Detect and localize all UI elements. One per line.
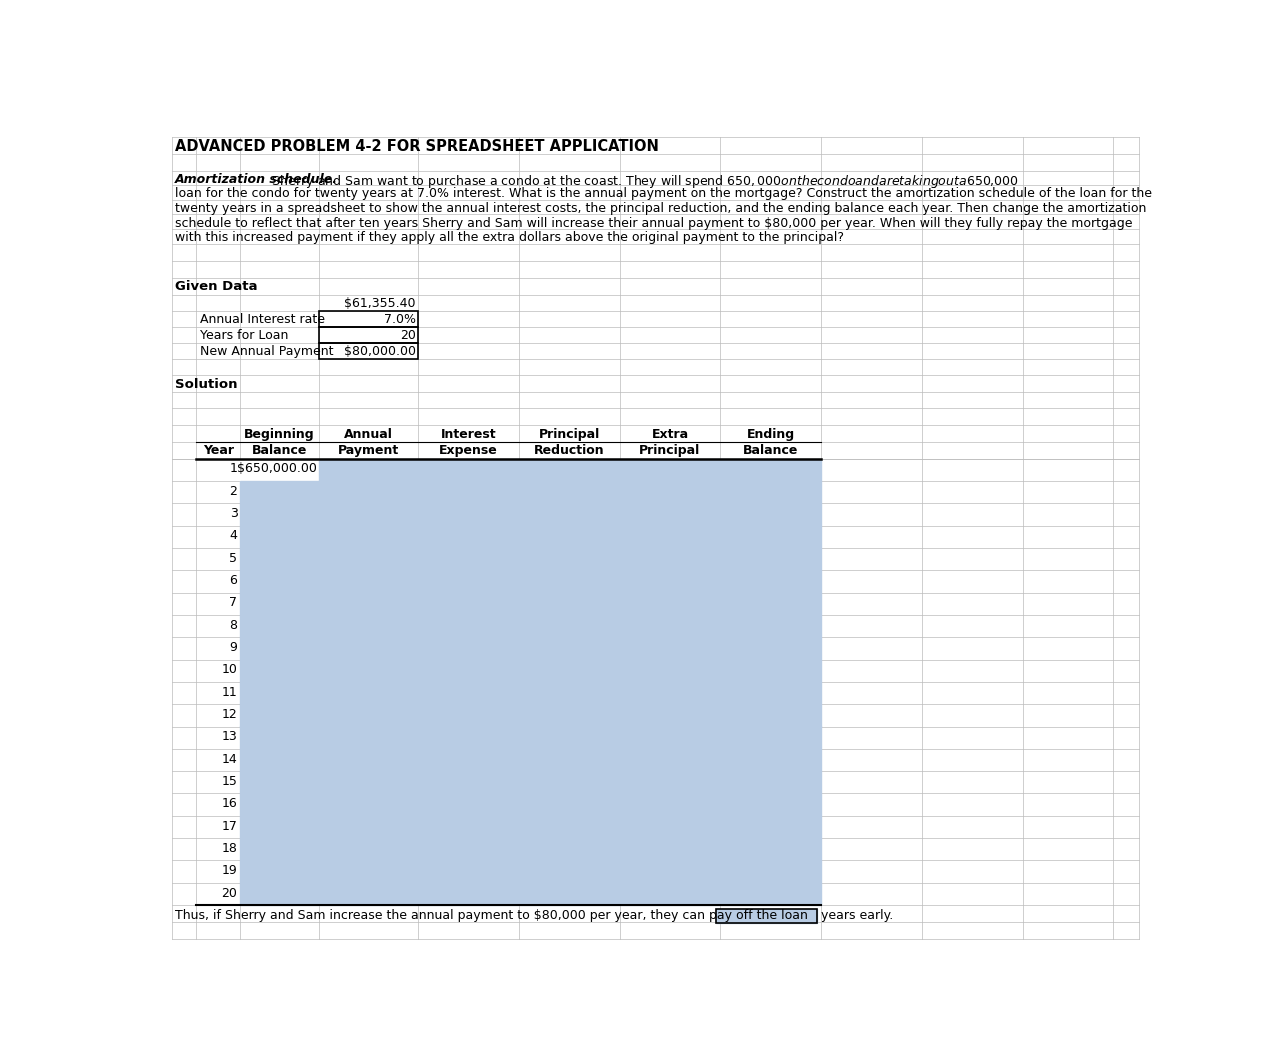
Text: Extra: Extra — [652, 428, 689, 441]
Bar — [239, 816, 820, 838]
Bar — [239, 615, 820, 637]
Text: Balance: Balance — [252, 444, 307, 457]
Bar — [717, 909, 817, 923]
Text: 13: 13 — [221, 731, 238, 743]
Text: 5: 5 — [229, 552, 238, 565]
Text: Annual Interest rate: Annual Interest rate — [200, 313, 325, 326]
Bar — [239, 660, 820, 682]
Text: Sherry and Sam want to purchase a condo at the coast. They will spend $650,000 o: Sherry and Sam want to purchase a condo … — [264, 173, 1019, 190]
Text: New Annual Payment: New Annual Payment — [200, 345, 333, 358]
Text: 15: 15 — [221, 775, 238, 788]
Bar — [239, 883, 820, 905]
Text: with this increased payment if they apply all the extra dollars above the origin: with this increased payment if they appl… — [175, 232, 844, 244]
Text: $61,355.40: $61,355.40 — [344, 297, 416, 310]
Text: Amortization schedule.: Amortization schedule. — [175, 173, 338, 186]
Text: 9: 9 — [229, 641, 238, 654]
Text: loan for the condo for twenty years at 7.0% interest. What is the annual payment: loan for the condo for twenty years at 7… — [175, 188, 1152, 201]
Text: Thus, if Sherry and Sam increase the annual payment to $80,000 per year, they ca: Thus, if Sherry and Sam increase the ann… — [175, 909, 808, 922]
Text: schedule to reflect that after ten years Sherry and Sam will increase their annu: schedule to reflect that after ten years… — [175, 217, 1133, 229]
Text: 4: 4 — [229, 529, 238, 543]
Bar — [239, 726, 820, 749]
Text: 19: 19 — [221, 864, 238, 877]
Bar — [239, 503, 820, 526]
Text: Years for Loan: Years for Loan — [200, 329, 288, 342]
Bar — [239, 637, 820, 660]
Text: Expense: Expense — [439, 444, 498, 457]
Bar — [717, 909, 817, 923]
Text: ADVANCED PROBLEM 4-2 FOR SPREADSHEET APPLICATION: ADVANCED PROBLEM 4-2 FOR SPREADSHEET APP… — [175, 139, 659, 154]
Text: 11: 11 — [221, 686, 238, 699]
Text: Interest: Interest — [440, 428, 497, 441]
Bar — [319, 459, 820, 481]
Text: 10: 10 — [221, 664, 238, 676]
Bar — [319, 311, 419, 327]
Text: Given Data: Given Data — [175, 280, 257, 293]
Bar — [239, 526, 820, 548]
Bar — [239, 704, 820, 726]
Text: 20: 20 — [399, 329, 416, 342]
Text: 17: 17 — [221, 820, 238, 833]
Text: 18: 18 — [221, 842, 238, 855]
Bar — [239, 682, 820, 704]
Text: 2: 2 — [229, 484, 238, 498]
Text: Principal: Principal — [639, 444, 700, 457]
Bar — [239, 860, 820, 883]
Bar — [239, 793, 820, 816]
Text: Balance: Balance — [742, 444, 799, 457]
Bar — [239, 481, 820, 503]
Text: Annual: Annual — [344, 428, 393, 441]
Text: 12: 12 — [221, 708, 238, 721]
Text: 14: 14 — [221, 753, 238, 766]
Text: Beginning: Beginning — [244, 428, 315, 441]
Text: 3: 3 — [229, 507, 238, 520]
Text: Payment: Payment — [338, 444, 399, 457]
Bar — [239, 838, 820, 860]
Bar — [319, 327, 419, 343]
Text: 20: 20 — [221, 887, 238, 900]
Bar — [239, 771, 820, 793]
Text: $650,000.00: $650,000.00 — [237, 462, 316, 476]
Bar — [319, 343, 419, 359]
Bar — [239, 548, 820, 570]
Text: 6: 6 — [229, 575, 238, 587]
Text: 16: 16 — [221, 798, 238, 810]
Bar — [239, 593, 820, 615]
Text: Reduction: Reduction — [534, 444, 604, 457]
Text: 7: 7 — [229, 597, 238, 610]
Bar — [239, 570, 820, 593]
Bar — [239, 459, 319, 481]
Text: Ending: Ending — [746, 428, 795, 441]
Text: $80,000.00: $80,000.00 — [344, 345, 416, 358]
Text: Principal: Principal — [539, 428, 600, 441]
Text: 7.0%: 7.0% — [384, 313, 416, 326]
Text: 8: 8 — [229, 619, 238, 632]
Text: 1: 1 — [229, 462, 238, 476]
Bar — [239, 749, 820, 771]
Text: Year: Year — [202, 444, 234, 457]
Text: twenty years in a spreadsheet to show the annual interest costs, the principal r: twenty years in a spreadsheet to show th… — [175, 202, 1146, 216]
Text: Solution: Solution — [175, 378, 237, 391]
Text: years early.: years early. — [820, 909, 893, 922]
